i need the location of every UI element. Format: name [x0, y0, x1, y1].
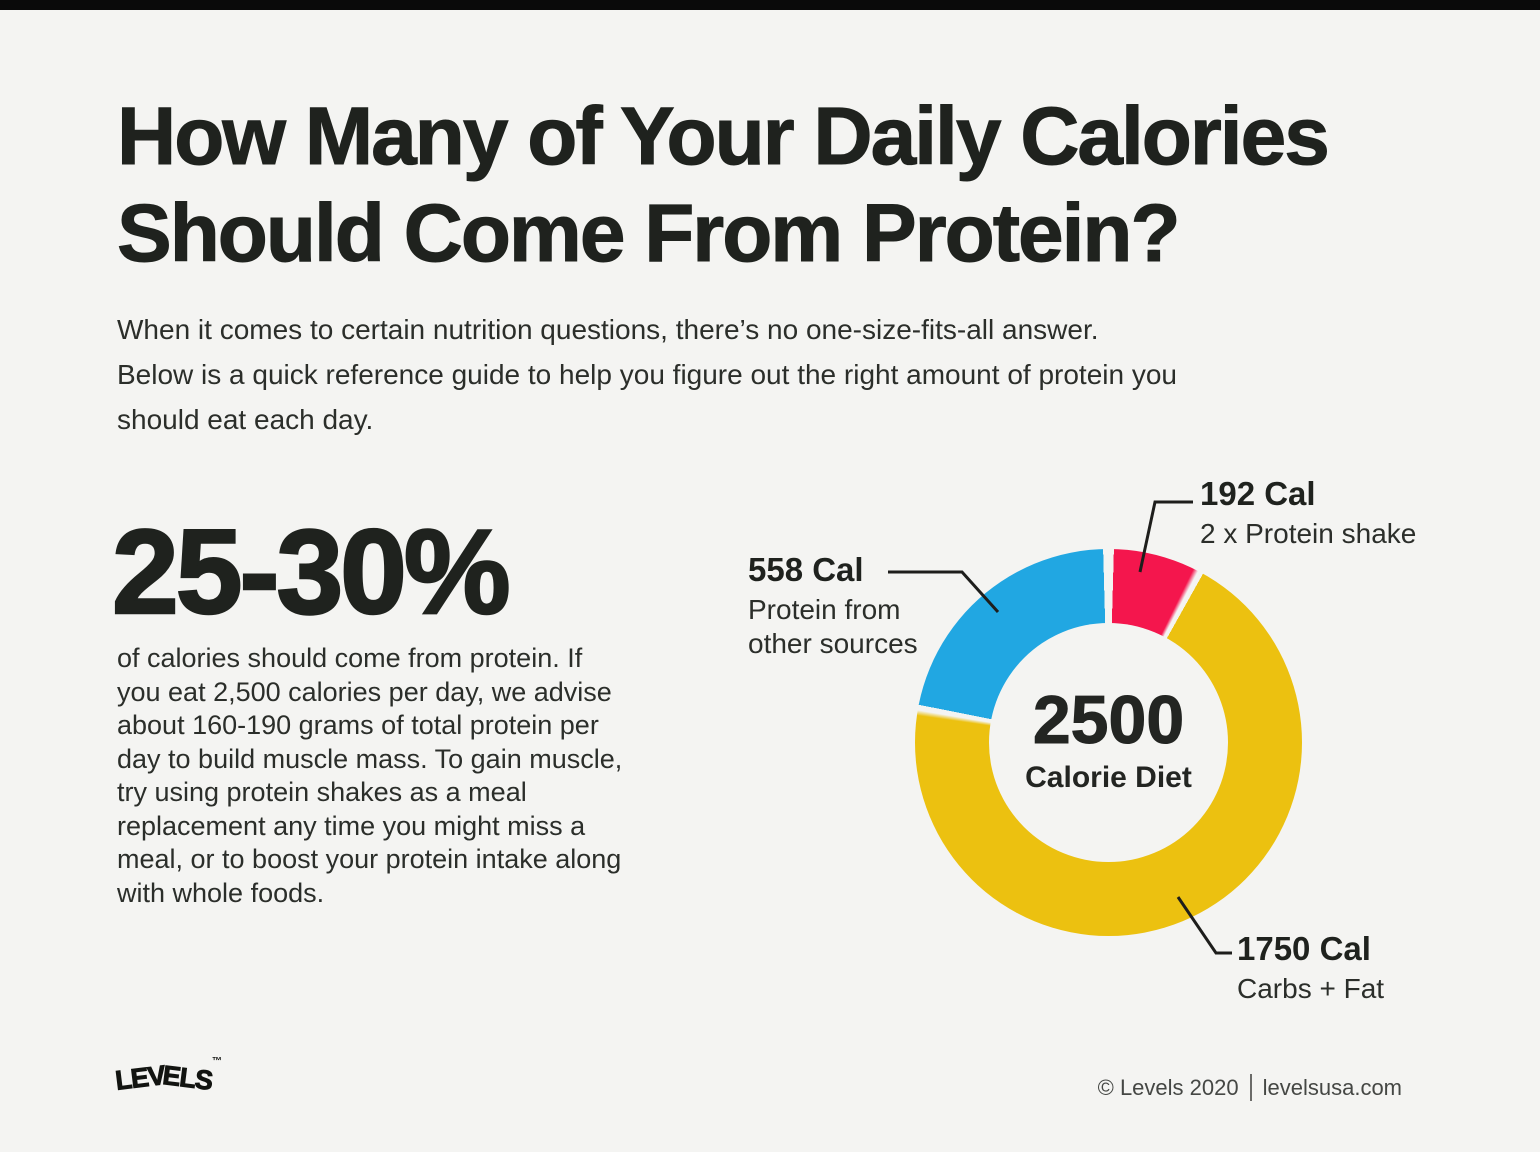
stat-percentage: 25-30% — [111, 505, 512, 639]
label-protein-other-value: 558 Cal — [748, 551, 864, 588]
label-protein-shake: 192 Cal 2 x Protein shake — [1200, 476, 1416, 551]
label-carbs-fat: 1750 Cal Carbs + Fat — [1237, 931, 1384, 1006]
label-protein-shake-value: 192 Cal — [1200, 475, 1316, 512]
label-protein-other-desc: Protein from other sources — [748, 594, 918, 659]
stat-description: of calories should come from protein. If… — [117, 643, 623, 908]
center-calories-value: 2500 — [1032, 682, 1185, 758]
donut-center: 2500 Calorie Diet — [989, 623, 1228, 862]
donut-chart: 2500 Calorie Diet — [915, 549, 1302, 936]
top-black-bar — [0, 0, 1540, 10]
label-carbs-fat-desc: Carbs + Fat — [1237, 973, 1385, 1004]
center-calories-label: Calorie Diet — [1025, 761, 1192, 794]
footer-copyright: © Levels 2020 levelsusa.com — [1098, 1074, 1402, 1101]
levels-logo-right: ELS — [160, 1060, 214, 1097]
copyright-divider — [1249, 1074, 1252, 1101]
trademark-symbol: ™ — [212, 1056, 222, 1067]
levels-logo-left: LEV — [113, 1060, 167, 1097]
intro-paragraph: When it comes to certain nutrition quest… — [117, 314, 1177, 435]
levels-logo: LEVELS™ — [113, 1056, 222, 1096]
page-title: How Many of Your Daily Calories Should C… — [117, 91, 1331, 280]
website-text: levelsusa.com — [1262, 1074, 1402, 1100]
label-carbs-fat-value: 1750 Cal — [1237, 930, 1371, 967]
copyright-text: © Levels 2020 — [1097, 1074, 1239, 1100]
label-protein-other: 558 Cal Protein from other sources — [748, 552, 918, 661]
label-protein-shake-desc: 2 x Protein shake — [1200, 518, 1417, 549]
